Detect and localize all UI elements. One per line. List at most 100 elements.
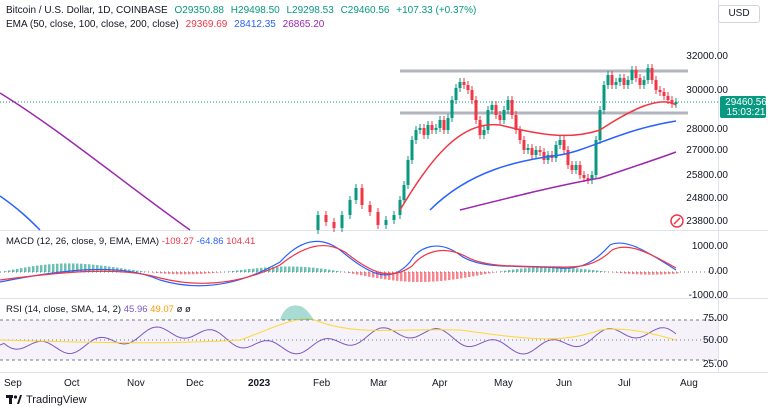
macd-histogram-bar	[556, 267, 559, 272]
macd-axis-label: 0.00	[708, 266, 728, 277]
macd-histogram-bar	[604, 271, 607, 272]
candle-body	[638, 78, 642, 85]
macd-histogram-bar	[472, 272, 475, 277]
candle-body	[332, 222, 336, 228]
macd-histogram-bar	[660, 272, 663, 275]
macd-histogram-bar	[300, 266, 303, 272]
macd-histogram-bar	[236, 270, 239, 272]
macd-histogram-bar	[188, 272, 191, 275]
macd-label[interactable]: MACD (12, 26, close, 9, EMA, EMA)	[6, 236, 160, 247]
macd-histogram-bar	[364, 272, 367, 277]
candle-body	[642, 80, 646, 85]
rsi-value: 45.96	[123, 304, 148, 315]
candle-body	[406, 160, 410, 185]
rsi-line	[0, 326, 677, 355]
macd-histogram-bar	[80, 263, 83, 272]
macd-histogram-bar	[576, 268, 579, 272]
macd-histogram-bar	[560, 267, 563, 272]
symbol-legend: Bitcoin / U.S. Dollar, 1D, COINBASE O293…	[6, 5, 480, 16]
candle-body	[514, 115, 518, 130]
rsi-band	[0, 320, 718, 360]
price-tag	[720, 96, 766, 118]
candle-body	[392, 215, 396, 220]
candle-body	[502, 110, 506, 120]
macd-histogram-bar	[444, 272, 447, 281]
macd-histogram-bar	[216, 272, 219, 273]
macd-histogram-bar	[428, 272, 431, 282]
macd-legend: MACD (12, 26, close, 9, EMA, EMA) -109.2…	[6, 236, 255, 247]
macd-histogram-bar	[204, 272, 207, 274]
price-tag-value: 29460.56	[725, 97, 767, 108]
currency-button[interactable]: USD	[718, 5, 760, 23]
macd-histogram-bar	[160, 272, 163, 274]
macd-histogram-bar	[380, 272, 383, 279]
macd-histogram-bar	[40, 265, 43, 272]
macd-histogram-bar	[644, 272, 647, 275]
macd-histogram-bar	[336, 270, 339, 272]
candle-body	[586, 178, 590, 180]
candle-body	[466, 85, 470, 90]
macd-histogram-bar	[404, 272, 407, 282]
candle-body	[542, 152, 546, 160]
candle-body	[666, 96, 670, 100]
macd-histogram-bar	[296, 266, 299, 272]
rsi-ma-value: 49.07	[150, 304, 174, 315]
candle-body	[522, 140, 526, 150]
macd-histogram-bar	[240, 269, 243, 272]
macd-histogram-bar	[20, 268, 23, 272]
candle-body	[622, 78, 626, 85]
candle-body	[654, 80, 658, 90]
candle-body	[434, 128, 438, 130]
candle-body	[578, 165, 582, 175]
macd-plot	[0, 240, 679, 287]
price-axis-label: 30000.00	[686, 85, 728, 96]
candle-body	[498, 115, 502, 120]
candle-body	[598, 110, 602, 140]
rsi-ma-line	[0, 318, 677, 344]
candle-body	[658, 90, 662, 92]
macd-histogram-bar	[600, 270, 603, 272]
price-axis-label: 24800.00	[686, 193, 728, 204]
macd-histogram-bar	[552, 267, 555, 272]
macd-histogram-bar	[152, 272, 155, 273]
macd-histogram-bar	[360, 272, 363, 276]
ema-label[interactable]: EMA (50, close, 100, close, 200, close)	[6, 19, 179, 30]
candle-body	[438, 120, 442, 128]
macd-histogram-bar	[180, 272, 183, 275]
rsi-label[interactable]: RSI (14, close, SMA, 14, 2)	[6, 304, 122, 315]
macd-histogram-bar	[388, 272, 391, 280]
rsi-bands-value: ø ø	[176, 304, 191, 315]
candle-body	[442, 120, 446, 130]
macd-histogram-bar	[524, 268, 527, 272]
macd-histogram-bar	[536, 267, 539, 272]
replay-icon[interactable]	[670, 214, 684, 228]
rsi-axis-label: 25.00	[702, 359, 728, 370]
macd-histogram-bar	[588, 269, 591, 272]
x-axis-label: Oct	[64, 378, 80, 389]
macd-histogram-bar	[512, 269, 515, 272]
candle-body	[562, 140, 566, 150]
ema100-line	[0, 195, 41, 231]
macd-histogram-bar	[372, 272, 375, 278]
macd-histogram-bar	[172, 272, 175, 275]
candle-body	[590, 175, 594, 180]
macd-histogram-bar	[652, 272, 655, 275]
macd-signal-value: 104.41	[226, 236, 256, 247]
macd-histogram-bar	[288, 266, 291, 272]
macd-histogram-bar	[272, 266, 275, 272]
signal-line	[0, 244, 677, 284]
price-axis-label: 23800.00	[686, 216, 728, 227]
ema200-line-right	[459, 151, 677, 211]
ema200-line	[0, 92, 191, 231]
macd-histogram-bar	[432, 272, 435, 282]
candle-body	[634, 70, 638, 78]
ohlc-open: O29350.88	[174, 5, 225, 16]
macd-histogram-bar	[244, 269, 247, 272]
ema100-line-right	[429, 120, 677, 211]
brand-logo[interactable]: TradingView	[6, 394, 87, 406]
macd-histogram-bar	[400, 272, 403, 282]
x-axis-label: May	[494, 378, 513, 389]
macd-histogram-bar	[8, 270, 11, 272]
symbol-title[interactable]: Bitcoin / U.S. Dollar, 1D, COINBASE	[6, 5, 168, 16]
